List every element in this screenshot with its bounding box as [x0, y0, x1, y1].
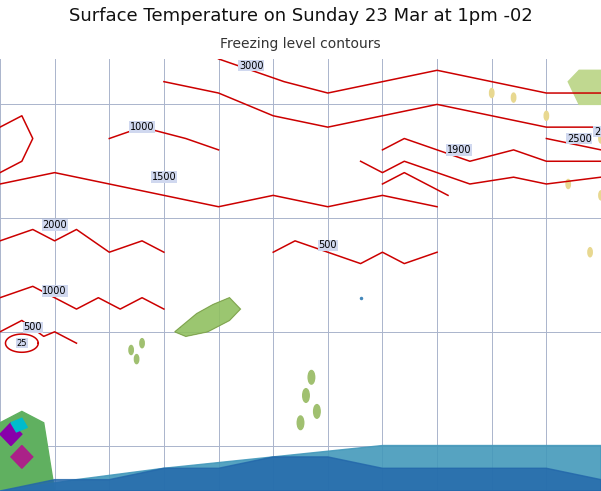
- Circle shape: [511, 93, 516, 102]
- Polygon shape: [175, 298, 240, 336]
- Circle shape: [588, 247, 592, 257]
- Polygon shape: [11, 418, 27, 432]
- Text: 1900: 1900: [447, 145, 471, 155]
- Polygon shape: [11, 445, 33, 468]
- Circle shape: [135, 355, 139, 364]
- Polygon shape: [0, 423, 22, 445]
- Polygon shape: [568, 70, 601, 105]
- Polygon shape: [0, 468, 55, 491]
- Circle shape: [297, 416, 304, 430]
- Text: 500: 500: [23, 322, 42, 332]
- Text: 1000: 1000: [130, 122, 154, 132]
- Circle shape: [129, 346, 133, 355]
- Text: Freezing level contours: Freezing level contours: [220, 37, 381, 51]
- Polygon shape: [0, 411, 55, 491]
- Circle shape: [140, 339, 144, 348]
- Text: 1000: 1000: [43, 286, 67, 296]
- Text: 1500: 1500: [151, 172, 176, 182]
- Circle shape: [544, 111, 549, 120]
- Circle shape: [599, 134, 601, 143]
- Text: 25: 25: [17, 339, 27, 348]
- Circle shape: [308, 371, 315, 384]
- Circle shape: [566, 179, 570, 189]
- Text: 2500: 2500: [567, 134, 591, 143]
- Text: Surface Temperature on Sunday 23 Mar at 1pm -02: Surface Temperature on Sunday 23 Mar at …: [69, 7, 532, 26]
- Polygon shape: [0, 457, 601, 491]
- Circle shape: [303, 389, 310, 402]
- Text: 500: 500: [319, 241, 337, 250]
- Polygon shape: [0, 445, 601, 491]
- Text: 2500: 2500: [594, 127, 601, 136]
- Circle shape: [490, 88, 494, 98]
- Text: 3000: 3000: [239, 61, 264, 71]
- Text: 2000: 2000: [42, 220, 67, 230]
- Circle shape: [314, 405, 320, 418]
- Circle shape: [599, 191, 601, 200]
